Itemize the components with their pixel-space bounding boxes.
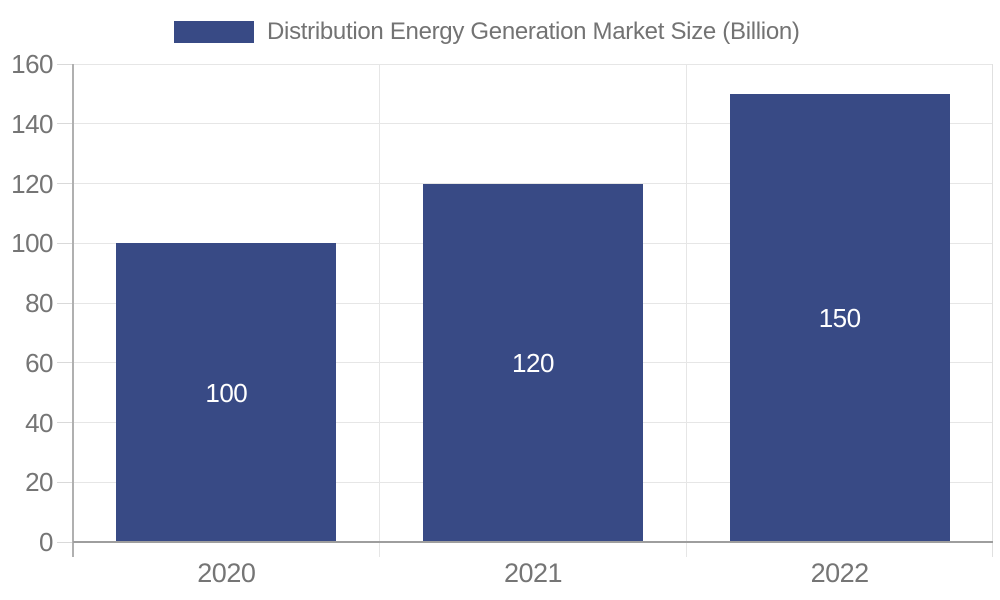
y-tick-label: 80 [25, 288, 53, 318]
y-axis-line [72, 64, 74, 557]
x-gridline [685, 64, 687, 557]
x-category-label: 2021 [503, 558, 563, 588]
y-tick [57, 183, 73, 184]
y-tick-label: 20 [25, 467, 53, 498]
y-tick [57, 242, 73, 244]
x-gridline [379, 64, 381, 557]
y-tick-label: 120 [11, 168, 53, 199]
y-tick-label: 140 [11, 108, 53, 139]
legend-swatch-icon [174, 21, 254, 43]
legend-series-label: Distribution Energy Generation Market Si… [267, 18, 800, 45]
y-tick [57, 481, 73, 483]
bar[interactable] [729, 93, 950, 542]
x-category-label: 2020 [197, 558, 256, 588]
x-category-label: 2022 [810, 558, 870, 588]
y-tick [57, 302, 73, 304]
y-tick-label: 0 [39, 527, 53, 557]
bar[interactable] [423, 183, 643, 542]
y-tick-label: 60 [25, 347, 53, 378]
plot-area: 0 20 40 60 80 100 120 140 160 100 2020 120 2021 150 20… [11, 49, 993, 588]
y-tick-label: 100 [11, 228, 53, 259]
y-tick [57, 541, 73, 543]
bar-value-label: 120 [512, 347, 554, 378]
y-tick [57, 63, 73, 65]
plot-right-border [992, 64, 993, 557]
bar-value-label: 150 [818, 302, 861, 333]
y-tick [57, 422, 73, 423]
y-gridline [73, 123, 993, 125]
chart-legend[interactable]: Distribution Energy Generation Market Si… [174, 18, 800, 46]
y-gridline [73, 63, 993, 65]
y-tick [57, 362, 73, 364]
y-tick-label: 160 [11, 49, 53, 79]
bar-value-label: 100 [205, 377, 248, 408]
bar[interactable] [116, 243, 337, 542]
y-tick-label: 40 [25, 407, 53, 438]
x-axis-line [73, 541, 993, 543]
y-tick [57, 123, 73, 125]
